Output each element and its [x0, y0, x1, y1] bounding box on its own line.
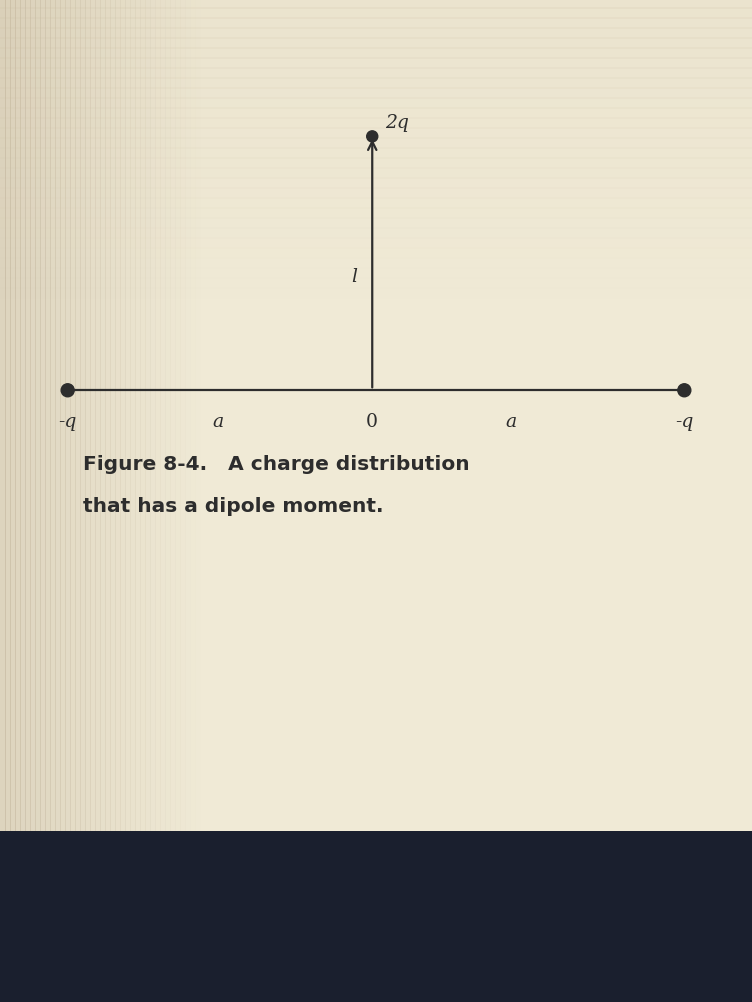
Bar [140, 0, 146, 832]
Bar [170, 0, 176, 832]
Bar [0, 258, 752, 270]
Bar [75, 0, 81, 832]
Bar [0, 158, 752, 169]
Bar [90, 0, 96, 832]
Bar [70, 0, 76, 832]
Bar [60, 0, 66, 832]
Text: -q: -q [59, 413, 77, 431]
Text: l: l [351, 268, 357, 286]
Bar [135, 0, 141, 832]
Bar [0, 28, 752, 40]
Bar [0, 8, 752, 20]
Bar [0, 237, 752, 249]
Bar [80, 0, 86, 832]
Bar [105, 0, 111, 832]
Bar [10, 0, 16, 832]
Bar [50, 0, 56, 832]
Bar [0, 167, 752, 179]
Text: Figure 8-4.   A charge distribution: Figure 8-4. A charge distribution [83, 455, 469, 474]
Bar [195, 0, 201, 832]
Bar [0, 68, 752, 80]
Bar [0, 217, 752, 229]
Bar [20, 0, 26, 832]
Bar [0, 38, 752, 50]
Bar [165, 0, 171, 832]
Bar [100, 0, 106, 832]
Bar [65, 0, 71, 832]
Bar [0, 128, 752, 140]
Bar [0, 247, 752, 260]
Bar [160, 0, 166, 832]
Bar [0, 197, 752, 209]
Bar [35, 0, 41, 832]
Circle shape [61, 385, 74, 398]
Bar [40, 0, 46, 832]
Text: 0: 0 [366, 413, 378, 431]
Bar [0, 0, 752, 10]
Bar [55, 0, 61, 832]
Bar [0, 138, 752, 150]
Bar [0, 187, 752, 199]
Bar [180, 0, 186, 832]
Bar [120, 0, 126, 832]
Bar [0, 78, 752, 90]
Bar [190, 0, 196, 832]
Bar [15, 0, 21, 832]
Bar [110, 0, 116, 832]
Bar [175, 0, 181, 832]
Bar [0, 832, 752, 1002]
Text: a: a [213, 413, 223, 431]
Bar [0, 18, 752, 30]
Bar [0, 207, 752, 219]
Bar [0, 0, 6, 832]
Text: that has a dipole moment.: that has a dipole moment. [83, 497, 384, 516]
Bar [0, 177, 752, 189]
Bar [0, 88, 752, 100]
Bar [185, 0, 191, 832]
Bar [5, 0, 11, 832]
Bar [0, 288, 752, 300]
Bar [0, 98, 752, 110]
Circle shape [678, 385, 691, 398]
Bar [145, 0, 151, 832]
Bar [0, 0, 752, 832]
Bar [125, 0, 131, 832]
Bar [0, 108, 752, 120]
Bar [0, 227, 752, 239]
Bar [150, 0, 156, 832]
Bar [85, 0, 91, 832]
Bar [155, 0, 161, 832]
Bar [0, 268, 752, 280]
Bar [30, 0, 36, 832]
Bar [0, 148, 752, 160]
Bar [130, 0, 136, 832]
Bar [0, 48, 752, 60]
Text: -q: -q [675, 413, 693, 431]
Bar [45, 0, 51, 832]
Bar [95, 0, 101, 832]
Text: a: a [506, 413, 517, 431]
Bar [25, 0, 31, 832]
Text: 2q: 2q [385, 114, 409, 132]
Bar [0, 118, 752, 130]
Bar [0, 58, 752, 70]
Bar [115, 0, 121, 832]
Bar [0, 278, 752, 290]
Circle shape [367, 131, 378, 142]
